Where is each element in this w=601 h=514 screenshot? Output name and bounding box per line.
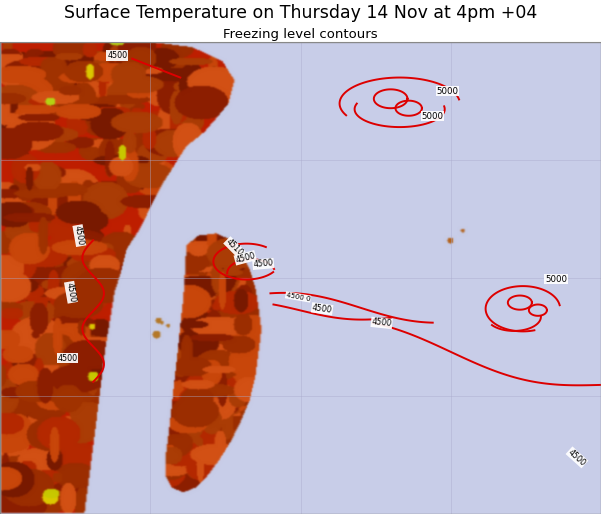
Text: 4500: 4500: [107, 51, 127, 60]
Text: 4500: 4500: [73, 225, 85, 246]
Text: Freezing level contours: Freezing level contours: [223, 28, 378, 41]
Text: 4500: 4500: [567, 447, 587, 467]
Text: 5000: 5000: [437, 87, 459, 96]
Text: 4500: 4500: [311, 303, 333, 315]
Text: 4500: 4500: [253, 259, 273, 269]
Text: 4500: 4500: [57, 354, 78, 363]
Text: 4510: 4510: [224, 237, 245, 258]
Text: Surface Temperature on Thursday 14 Nov at 4pm +04: Surface Temperature on Thursday 14 Nov a…: [64, 4, 537, 22]
Text: 5000: 5000: [545, 274, 567, 284]
Text: 5000: 5000: [422, 112, 444, 121]
Text: 4500 0: 4500 0: [285, 292, 311, 302]
Text: 4500: 4500: [65, 282, 77, 303]
Text: 4500: 4500: [371, 317, 392, 328]
Text: 4500: 4500: [234, 251, 256, 265]
